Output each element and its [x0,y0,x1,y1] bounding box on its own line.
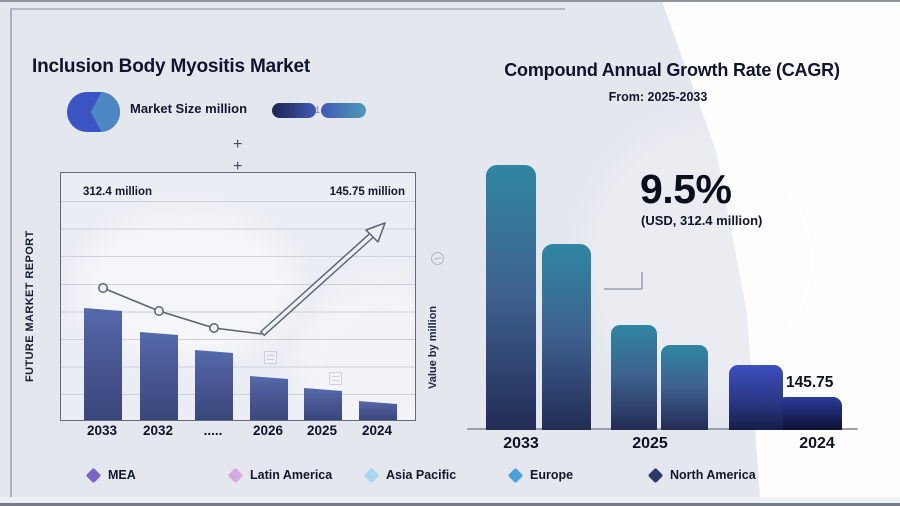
zoom-out-icon [429,250,446,267]
cagr-x-label-2025: 2025 [632,435,668,452]
y-axis-label: Value by million [427,305,439,390]
x-label-2032: 2032 [142,423,174,438]
decorative-bracket-line [604,288,642,290]
x-label-dots: ..... [203,423,223,438]
gradient-pill-teal [321,103,366,118]
x-label-2024: 2024 [361,423,393,438]
europe-diamond-icon [507,467,524,483]
legend-label: MEA [108,468,136,482]
legend-label: Asia Pacific [386,468,457,482]
cagr-title: Compound Annual Growth Rate (CAGR) [504,60,840,80]
legend-item-north-america: North America [647,466,756,484]
trend-line-and-arrow [98,222,386,337]
cagr-bar-2033-a [486,165,536,430]
bar-2026 [250,376,288,420]
latin-america-diamond-icon [227,467,244,483]
end-value-label: 145.75 million [329,186,405,198]
bar-2025 [304,388,342,420]
cagr-percentage: 9.5% [640,166,732,212]
cagr-subtitle: From: 2025-2033 [608,90,708,104]
bar-2032 [140,332,178,420]
north-america-diamond-icon [647,467,664,483]
x-label-2025: 2025 [306,423,338,438]
asia-pacific-diamond-icon [363,467,380,483]
market-size-bar-chart: 312.4 million 145.75 million [60,172,416,421]
cagr-bar-2025-a [611,325,657,430]
watermark-future-market-report: FUTURE MARKET REPORT [24,230,36,382]
start-value-label: 312.4 million [83,186,153,198]
bar-dots [195,350,233,420]
x-label-2033: 2033 [86,423,118,438]
plus-mark-2: + [233,158,243,175]
bottom-strip [0,497,900,503]
cagr-bar-2024-b [777,397,842,430]
pill-ratio-mark: 1 [315,105,321,115]
legend-label: Latin America [250,468,333,482]
cagr-usd-note: (USD, 312.4 million) [641,213,763,228]
zoom-out-dash [433,256,442,261]
legend-label: North America [670,468,756,482]
decorative-bracket-line [641,272,643,289]
frame-line-top [10,8,565,10]
legend-item-mea: MEA [85,466,136,484]
cagr-2024-value-label: 145.75 [786,374,834,391]
faint-document-icon [329,372,342,385]
bottom-border [0,503,900,506]
legend-item-asia-pacific: Asia Pacific [363,466,457,484]
plus-mark-1: + [233,136,243,153]
left-chart-title: Inclusion Body Myositis Market [32,56,310,77]
cagr-bar-2025-b [661,345,708,430]
pill-icon-facet [90,92,120,132]
bar-2024 [359,401,397,420]
cagr-bar-2024-a [729,365,783,430]
frame-line-left [10,8,12,497]
faint-document-icon [264,351,277,364]
legend-item-europe: Europe [507,466,574,484]
market-size-legend-label: Market Size million [130,101,248,116]
legend-item-latin-america: Latin America [227,466,333,484]
mea-diamond-icon [85,467,102,483]
market-size-pill-icon [67,92,120,132]
cagr-x-label-2033: 2033 [503,435,539,452]
legend-label: Europe [530,468,574,482]
cagr-bar-2033-b [542,244,591,430]
x-label-2026: 2026 [252,423,284,438]
gradient-pill-dark [272,103,316,118]
cagr-x-label-2024: 2024 [799,435,835,452]
top-border [0,0,900,2]
bar-2033 [84,308,122,420]
